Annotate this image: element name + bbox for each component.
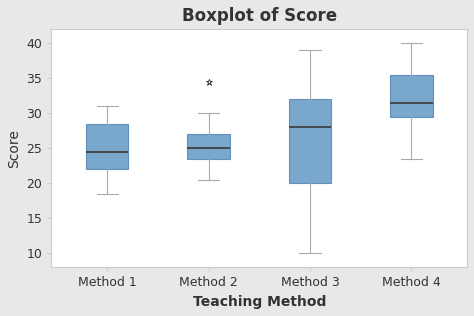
PathPatch shape [187,134,230,159]
X-axis label: Teaching Method: Teaching Method [192,295,326,309]
Title: Boxplot of Score: Boxplot of Score [182,7,337,25]
PathPatch shape [289,99,331,183]
Y-axis label: Score: Score [7,129,21,168]
PathPatch shape [86,124,128,169]
PathPatch shape [390,75,433,117]
